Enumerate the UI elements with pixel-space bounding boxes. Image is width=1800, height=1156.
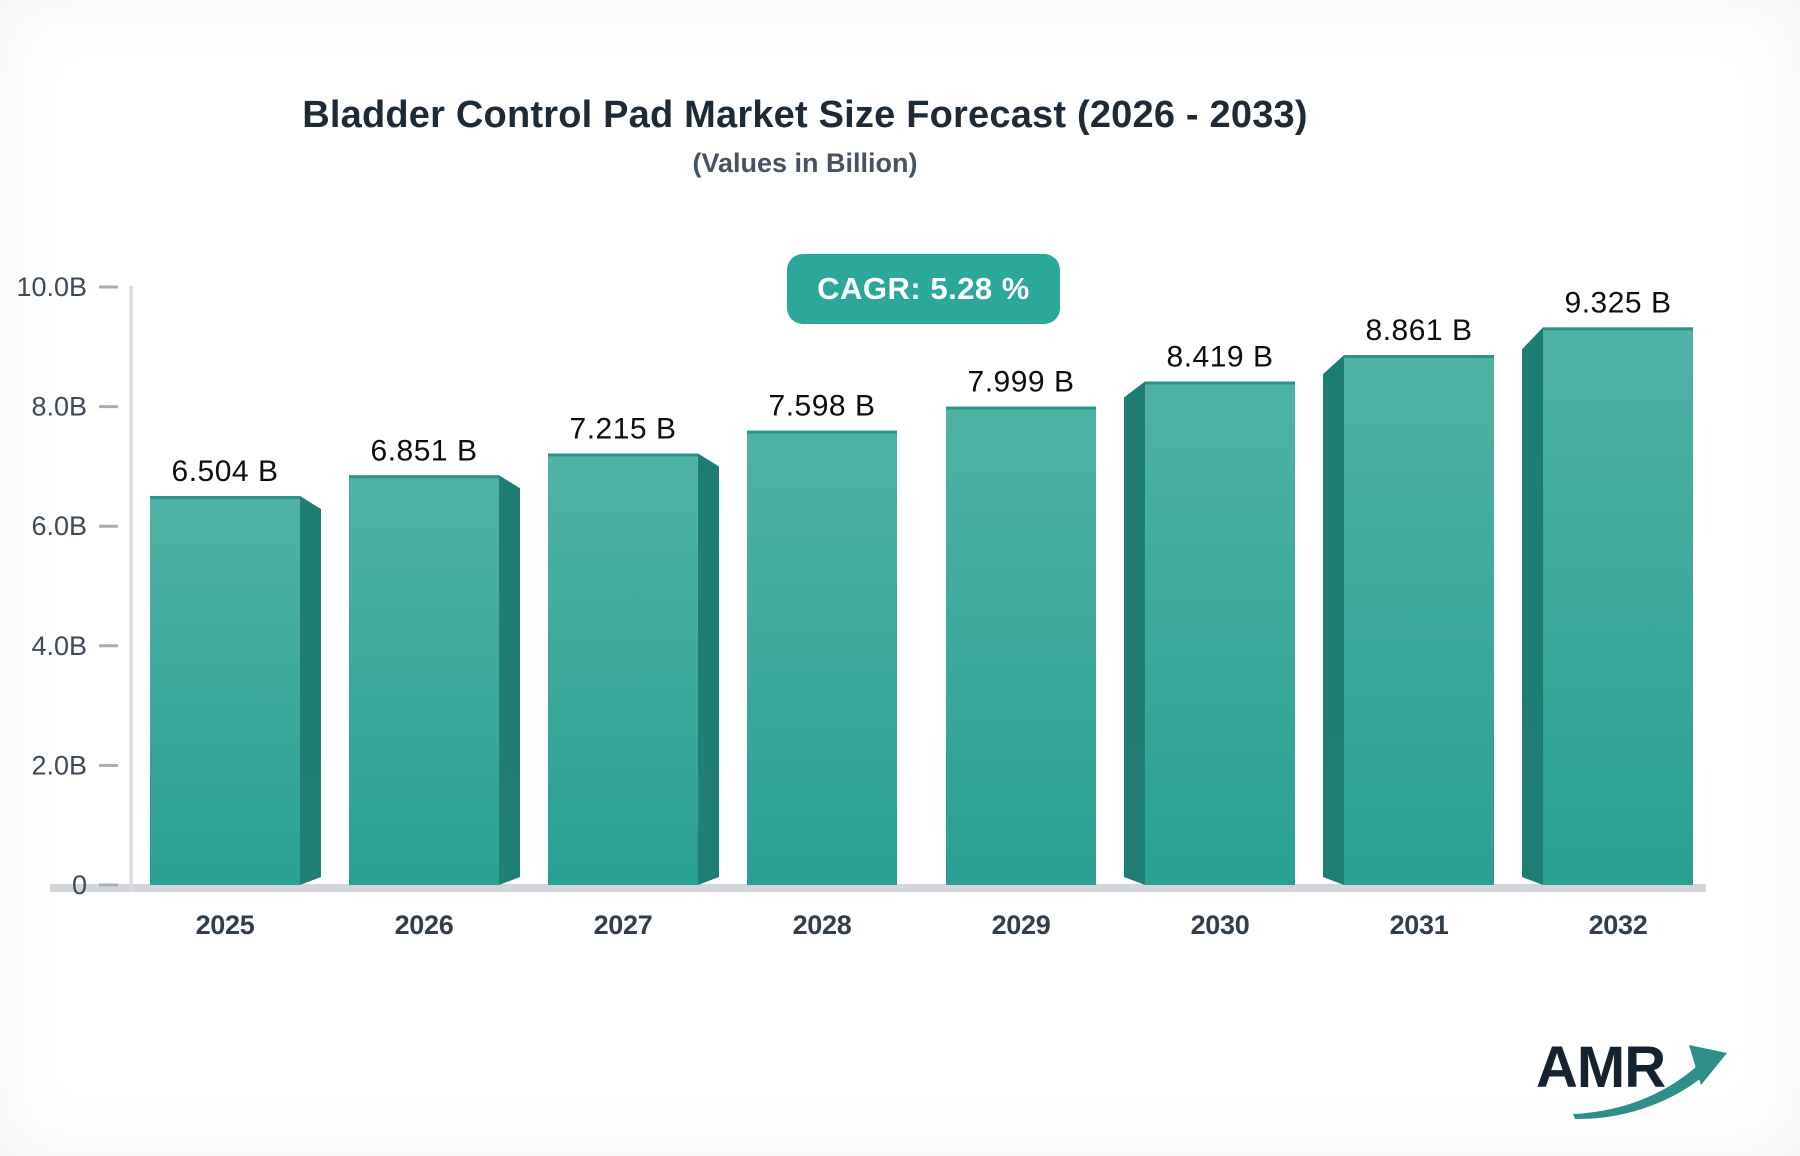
bar-value-label: 7.598 B [769, 390, 876, 423]
y-tick-label: 8.0B [31, 392, 87, 422]
y-tick-label: 4.0B [31, 631, 87, 661]
bar-2032 [1543, 327, 1693, 885]
bar-value-label: 8.419 B [1167, 341, 1274, 374]
bar-2031 [1344, 355, 1494, 886]
bar-value-label: 6.504 B [172, 455, 279, 488]
bar-value-label: 7.999 B [968, 366, 1075, 399]
cagr-badge-label: CAGR: 5.28 % [817, 271, 1030, 306]
x-axis-label-2029: 2029 [992, 910, 1051, 940]
x-axis-label-2025: 2025 [196, 910, 255, 940]
cagr-badge: CAGR: 5.28 % [787, 254, 1060, 324]
x-axis-baseline [50, 884, 1706, 892]
bar-side-face [499, 475, 520, 885]
y-tick-label: 10.0B [16, 272, 87, 302]
x-axis-label-2031: 2031 [1390, 910, 1449, 940]
x-axis-label-2027: 2027 [594, 910, 653, 940]
bar-side-face [698, 453, 719, 885]
bar-side-face [1323, 355, 1344, 886]
growth-arrow-icon [1573, 1045, 1727, 1120]
bar-2029 [946, 406, 1096, 885]
bar-value-label: 8.861 B [1366, 314, 1473, 347]
amr-logo-text: AMR [1536, 1035, 1666, 1100]
amr-logo: AMR [1536, 1036, 1766, 1126]
y-tick-label: 2.0B [31, 750, 87, 780]
bar-value-label: 7.215 B [570, 413, 677, 446]
bar-value-label: 6.851 B [371, 434, 478, 467]
bar-2025 [150, 496, 300, 885]
bar-2030 [1145, 381, 1295, 885]
bar-value-label: 9.325 B [1565, 286, 1672, 319]
bar-side-face [1522, 327, 1543, 885]
bar-side-face [1124, 381, 1145, 885]
y-tick-label: 6.0B [31, 511, 87, 541]
chart-subtitle: (Values in Billion) [692, 148, 918, 178]
bar-2028 [747, 430, 897, 885]
chart-title: Bladder Control Pad Market Size Forecast… [302, 94, 1308, 136]
bar-side-face [300, 496, 321, 885]
x-axis-label-2030: 2030 [1191, 910, 1250, 940]
x-axis-label-2026: 2026 [395, 910, 454, 940]
bar-2027 [548, 453, 698, 885]
x-axis-label-2032: 2032 [1589, 910, 1648, 940]
y-tick-label: 0 [72, 870, 87, 900]
x-axis-label-2028: 2028 [793, 910, 852, 940]
bar-2026 [349, 475, 499, 885]
